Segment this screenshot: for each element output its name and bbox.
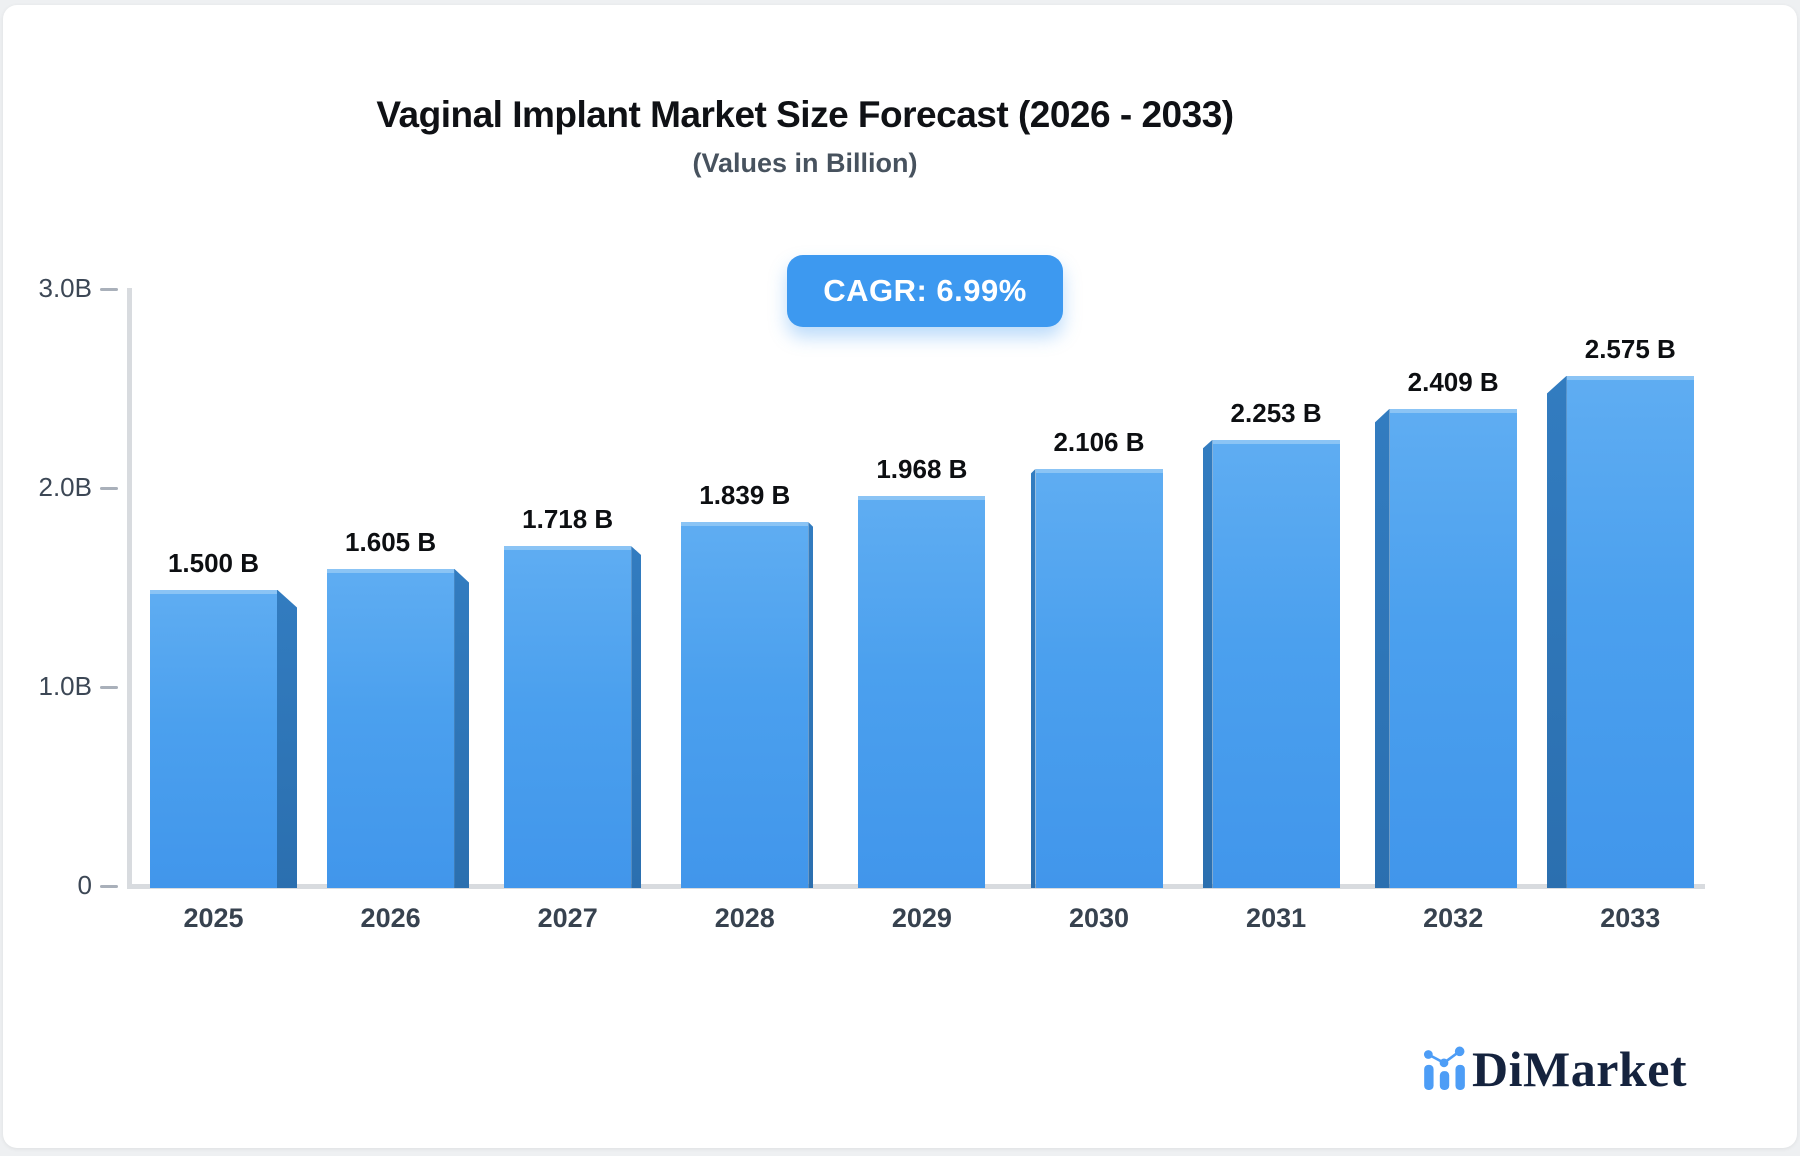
y-tick-label: 2.0B <box>38 472 93 502</box>
bar <box>1035 468 1163 888</box>
x-axis-label: 2033 <box>1600 903 1661 933</box>
y-tick-mark <box>100 287 118 291</box>
bar <box>327 568 455 888</box>
bar-chart-icon <box>1423 1046 1465 1090</box>
bar-3d-side <box>808 522 814 888</box>
bar-3d-side <box>1202 439 1213 888</box>
y-tick-label: 1.0B <box>38 671 93 701</box>
bar-value-label: 1.500 B <box>167 547 260 578</box>
bar-3d-side <box>277 589 297 888</box>
x-axis-label: 2025 <box>183 903 244 933</box>
bar-value-label: 2.575 B <box>1584 333 1676 364</box>
bar-3d-side <box>454 568 470 888</box>
bar <box>150 589 277 888</box>
bar <box>504 546 632 888</box>
y-tick-label: 3.0B <box>38 273 93 303</box>
cagr-badge: CAGR: 6.99% <box>787 255 1063 327</box>
bar-value-label: 2.106 B <box>1053 426 1145 457</box>
y-tick-mark <box>100 884 118 888</box>
bar-value-label: 1.839 B <box>699 480 791 511</box>
bar-value-label: 2.409 B <box>1407 366 1499 397</box>
x-axis-label: 2029 <box>891 903 952 933</box>
bar-value-label: 2.253 B <box>1230 397 1322 428</box>
bar-3d-side <box>1374 408 1390 888</box>
x-axis-label: 2031 <box>1246 903 1307 933</box>
bar-3d-side <box>631 546 642 888</box>
bar-value-label: 1.968 B <box>876 454 968 485</box>
chart-title: Vaginal Implant Market Size Forecast (20… <box>376 94 1234 135</box>
bar-3d-side <box>1030 468 1036 888</box>
x-axis-label: 2028 <box>714 903 775 933</box>
dimarket-logo-text: DiMarket <box>1472 1041 1688 1097</box>
y-axis-line <box>127 288 132 889</box>
bar <box>1389 408 1517 888</box>
chart-subtitle: (Values in Billion) <box>692 148 918 178</box>
bar <box>1566 375 1694 888</box>
y-tick-mark <box>100 486 118 490</box>
bar-3d-side <box>1546 375 1567 888</box>
x-axis-label: 2032 <box>1423 903 1484 933</box>
y-tick-mark <box>100 685 118 689</box>
y-tick-label: 0 <box>77 870 92 900</box>
dimarket-logo: DiMarket <box>1420 1040 1750 1110</box>
bar-value-label: 1.718 B <box>522 504 614 535</box>
x-axis-label: 2027 <box>537 903 598 933</box>
bar-value-label: 1.605 B <box>345 526 437 557</box>
bar <box>1212 439 1340 888</box>
bar <box>681 522 809 888</box>
bar <box>858 496 986 888</box>
x-axis-label: 2026 <box>360 903 421 933</box>
x-axis-label: 2030 <box>1068 903 1130 933</box>
